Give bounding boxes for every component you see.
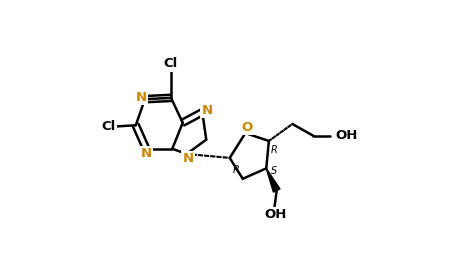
Text: R: R — [271, 145, 277, 155]
Text: Cl: Cl — [102, 120, 116, 133]
Text: S: S — [270, 166, 277, 176]
Text: OH: OH — [264, 208, 286, 221]
Text: N: N — [182, 152, 194, 165]
Text: O: O — [242, 121, 253, 134]
Text: Cl: Cl — [164, 57, 178, 70]
Polygon shape — [266, 168, 280, 192]
Text: N: N — [136, 91, 147, 104]
Text: N: N — [202, 104, 212, 117]
Text: R: R — [233, 165, 240, 175]
Text: OH: OH — [335, 129, 358, 142]
Text: N: N — [141, 147, 152, 160]
